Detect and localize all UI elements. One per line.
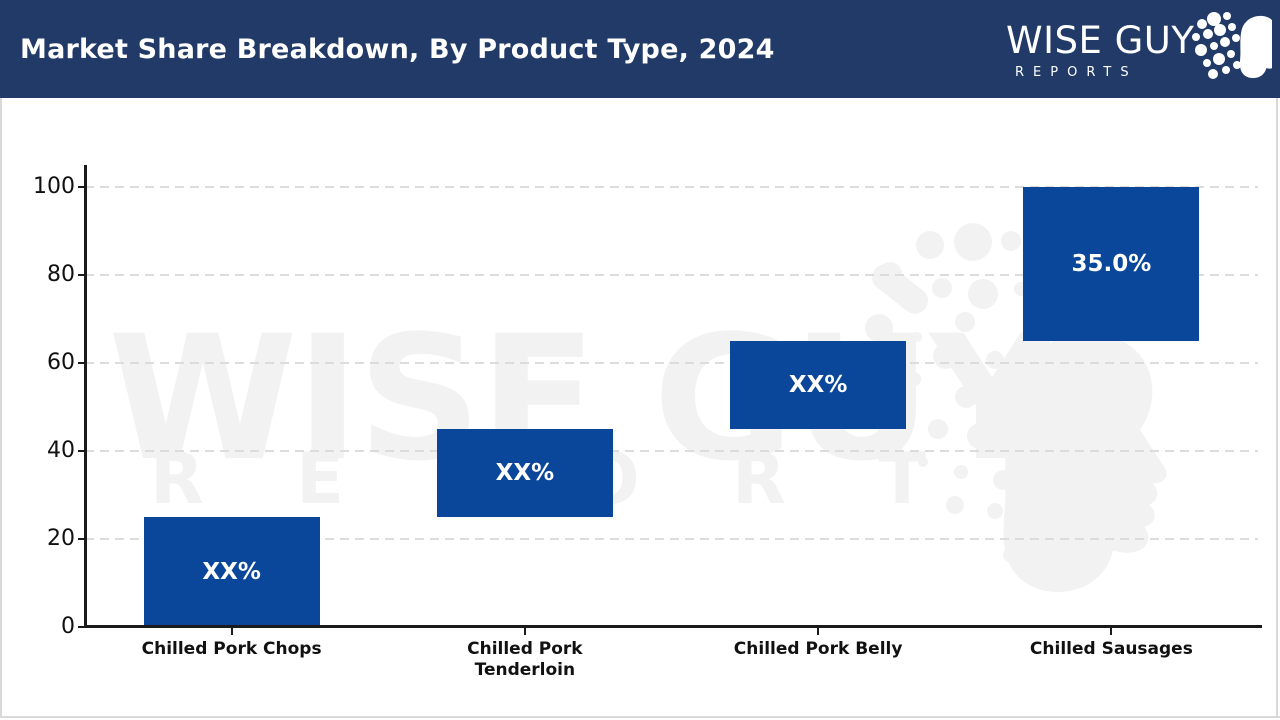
y-tick-label-80: 80 — [47, 262, 75, 287]
y-tick-100 — [78, 186, 85, 188]
bar-chilled-pork-tenderloin — [436, 429, 613, 517]
gridline-60 — [85, 362, 1258, 364]
y-axis — [84, 165, 87, 627]
y-tick-20 — [78, 538, 85, 540]
y-tick-label-100: 100 — [33, 174, 75, 199]
y-tick-60 — [78, 362, 85, 364]
x-tick-label-2: Chilled Pork Belly — [733, 639, 903, 659]
bar-value-label: XX% — [495, 460, 555, 486]
right-edge-line — [1276, 98, 1278, 718]
x-tick-2 — [817, 628, 820, 635]
chart-area: WISE GUY R E P O R T S 0 20 40 60 80 100 XX% Ch… — [0, 98, 1280, 720]
bar-chilled-pork-chops — [143, 517, 320, 627]
header-bar: Market Share Breakdown, By Product Type,… — [0, 0, 1280, 98]
page-title: Market Share Breakdown, By Product Type,… — [20, 33, 775, 65]
x-axis — [84, 625, 1262, 628]
left-edge-line — [0, 98, 2, 718]
wiseguy-logo: WISE GUY REPORTS — [1006, 10, 1272, 90]
wiseguy-logo-graphic: WISE GUY REPORTS — [1006, 12, 1272, 80]
bar-value-label: XX% — [202, 559, 261, 585]
y-tick-label-60: 60 — [47, 350, 75, 375]
gridline-40 — [85, 450, 1258, 452]
x-tick-label-3: Chilled Sausages — [1029, 639, 1193, 659]
gridline-80 — [85, 274, 1258, 276]
x-tick-label-0: Chilled Pork Chops — [141, 639, 322, 659]
bottom-edge-line — [0, 716, 1280, 718]
logo-wordmark: WISE GUY — [1006, 19, 1194, 62]
x-tick-0 — [230, 628, 233, 635]
gridline-100 — [85, 186, 1258, 188]
bar-chilled-sausages — [1023, 187, 1200, 341]
y-tick-label-40: 40 — [47, 438, 75, 463]
logo-sub-wordmark: REPORTS — [1015, 65, 1138, 80]
y-tick-label-20: 20 — [47, 526, 75, 551]
bar-chilled-pork-belly — [730, 341, 907, 429]
bar-value-label: XX% — [788, 372, 848, 398]
y-tick-label-0: 0 — [61, 614, 75, 639]
y-tick-40 — [78, 450, 85, 452]
x-tick-1 — [523, 628, 526, 635]
gridline-20 — [85, 538, 1258, 540]
x-tick-label-1: Chilled Pork Tenderloin — [467, 639, 583, 680]
y-tick-80 — [78, 274, 85, 276]
y-tick-0 — [78, 626, 85, 628]
x-tick-3 — [1110, 628, 1113, 635]
wiseguy-face-icon — [1192, 12, 1272, 79]
bar-value-label: 35.0% — [1071, 251, 1152, 277]
